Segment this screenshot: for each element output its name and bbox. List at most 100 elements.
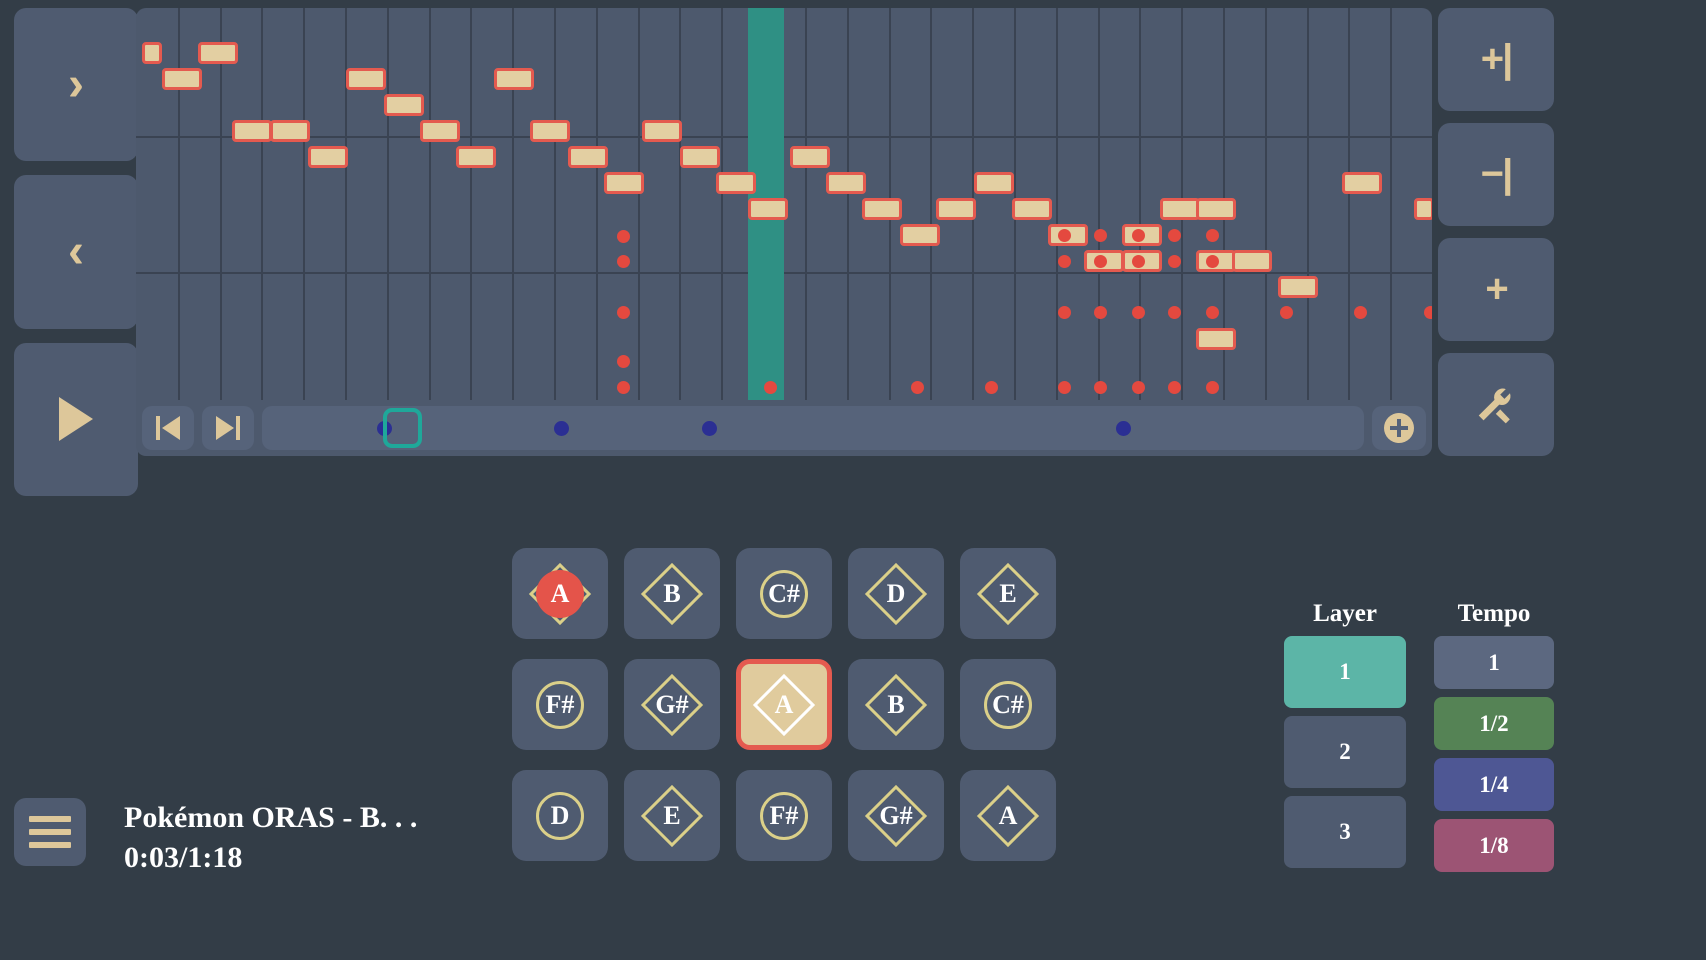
note-block[interactable] (642, 120, 682, 142)
note-dot[interactable] (1094, 255, 1107, 268)
add-bar-button[interactable]: + (1438, 238, 1554, 341)
note-dot[interactable] (1094, 229, 1107, 242)
note-block[interactable] (308, 146, 348, 168)
add-section-button[interactable] (1372, 406, 1426, 450)
note-block[interactable] (1160, 198, 1200, 220)
note-block[interactable] (384, 94, 424, 116)
note-block[interactable] (494, 68, 534, 90)
note-key-d[interactable]: D (848, 548, 944, 639)
note-block[interactable] (270, 120, 310, 142)
note-key-a[interactable]: A (736, 659, 832, 750)
note-block[interactable] (936, 198, 976, 220)
note-block[interactable] (748, 198, 788, 220)
tempo-cell-1-8[interactable]: 1/8 (1434, 819, 1554, 872)
note-block[interactable] (1012, 198, 1052, 220)
note-block[interactable] (604, 172, 644, 194)
note-dot[interactable] (1206, 229, 1219, 242)
note-key-fsharp[interactable]: F# (512, 659, 608, 750)
note-block[interactable] (826, 172, 866, 194)
note-dot[interactable] (1132, 229, 1145, 242)
note-key-gsharp[interactable]: G# (848, 770, 944, 861)
note-block[interactable] (142, 42, 162, 64)
note-block[interactable] (680, 146, 720, 168)
note-block[interactable] (1278, 276, 1318, 298)
note-key-csharp[interactable]: C# (736, 548, 832, 639)
note-key-a[interactable]: A (512, 548, 608, 639)
note-key-csharp[interactable]: C# (960, 659, 1056, 750)
note-block[interactable] (900, 224, 940, 246)
note-key-fsharp[interactable]: F# (736, 770, 832, 861)
note-dot[interactable] (1280, 306, 1293, 319)
note-block[interactable] (1196, 198, 1236, 220)
note-dot[interactable] (1058, 229, 1071, 242)
note-dot[interactable] (1168, 229, 1181, 242)
note-block[interactable] (1342, 172, 1382, 194)
skip-previous-button[interactable] (142, 406, 194, 450)
note-dot[interactable] (1058, 306, 1071, 319)
note-dot[interactable] (617, 230, 630, 243)
add-bar-end-button[interactable]: +| (1438, 8, 1554, 111)
note-dot[interactable] (1168, 306, 1181, 319)
note-block[interactable] (974, 172, 1014, 194)
menu-button[interactable] (14, 798, 86, 866)
note-block[interactable] (420, 120, 460, 142)
note-block[interactable] (1196, 328, 1236, 350)
note-key-a[interactable]: A (960, 770, 1056, 861)
skip-next-button[interactable] (202, 406, 254, 450)
note-grid[interactable] (136, 8, 1432, 400)
note-dot[interactable] (1094, 306, 1107, 319)
note-key-b[interactable]: B (848, 659, 944, 750)
note-key-e[interactable]: E (624, 770, 720, 861)
section-marker[interactable] (554, 421, 570, 436)
note-key-d[interactable]: D (512, 770, 608, 861)
note-dot[interactable] (764, 381, 777, 394)
note-key-gsharp[interactable]: G# (624, 659, 720, 750)
note-dot[interactable] (1058, 381, 1071, 394)
note-block[interactable] (346, 68, 386, 90)
layer-cell-2[interactable]: 2 (1284, 716, 1406, 788)
note-dot[interactable] (1132, 381, 1145, 394)
next-page-button[interactable]: › (14, 8, 138, 162)
note-key-b[interactable]: B (624, 548, 720, 639)
note-block[interactable] (1414, 198, 1432, 220)
section-marker[interactable] (1116, 421, 1132, 436)
note-dot[interactable] (1168, 255, 1181, 268)
note-dot[interactable] (617, 306, 630, 319)
note-dot[interactable] (1094, 381, 1107, 394)
piano-roll[interactable] (136, 8, 1432, 456)
note-dot[interactable] (1058, 255, 1071, 268)
tempo-cell-1-2[interactable]: 1/2 (1434, 697, 1554, 750)
play-button[interactable] (14, 342, 138, 496)
note-dot[interactable] (1206, 306, 1219, 319)
note-dot[interactable] (617, 255, 630, 268)
note-block[interactable] (1232, 250, 1272, 272)
note-dot[interactable] (1132, 306, 1145, 319)
layer-cell-1[interactable]: 1 (1284, 636, 1406, 708)
note-dot[interactable] (1168, 381, 1181, 394)
note-dot[interactable] (911, 381, 924, 394)
note-block[interactable] (862, 198, 902, 220)
tempo-cell-1-4[interactable]: 1/4 (1434, 758, 1554, 811)
remove-bar-end-button[interactable]: −| (1438, 123, 1554, 226)
note-block[interactable] (232, 120, 272, 142)
note-dot[interactable] (1206, 255, 1219, 268)
note-dot[interactable] (1354, 306, 1367, 319)
note-block[interactable] (790, 146, 830, 168)
prev-page-button[interactable]: ‹ (14, 175, 138, 329)
note-dot[interactable] (617, 381, 630, 394)
section-selection-box[interactable] (382, 408, 422, 448)
note-block[interactable] (530, 120, 570, 142)
note-block[interactable] (456, 146, 496, 168)
note-block[interactable] (162, 68, 202, 90)
section-marker[interactable] (701, 421, 717, 436)
note-dot[interactable] (1206, 381, 1219, 394)
note-dot[interactable] (985, 381, 998, 394)
note-dot[interactable] (617, 355, 630, 368)
tempo-cell-1[interactable]: 1 (1434, 636, 1554, 689)
tools-button[interactable] (1438, 353, 1554, 456)
note-dot[interactable] (1424, 306, 1432, 319)
note-block[interactable] (198, 42, 238, 64)
note-dot[interactable] (1132, 255, 1145, 268)
note-key-e[interactable]: E (960, 548, 1056, 639)
layer-cell-3[interactable]: 3 (1284, 796, 1406, 868)
